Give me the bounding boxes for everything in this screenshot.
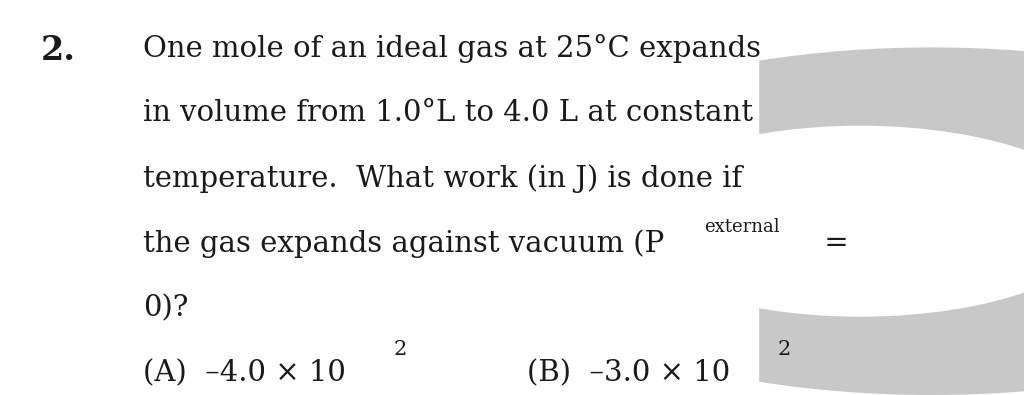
Text: 2: 2 bbox=[777, 340, 791, 359]
Text: 2: 2 bbox=[393, 340, 407, 359]
Circle shape bbox=[481, 47, 1024, 395]
Text: =: = bbox=[815, 229, 849, 257]
Bar bbox=[0, 0, 758, 395]
Text: in volume from 1.0°L to 4.0 L at constant: in volume from 1.0°L to 4.0 L at constan… bbox=[143, 99, 754, 127]
Text: 0)?: 0)? bbox=[143, 294, 188, 322]
Circle shape bbox=[614, 126, 1024, 316]
Text: (B)  –3.0 × 10: (B) –3.0 × 10 bbox=[527, 359, 730, 387]
Text: the gas expands against vacuum (P: the gas expands against vacuum (P bbox=[143, 229, 665, 258]
Text: 2.: 2. bbox=[41, 34, 76, 67]
Text: external: external bbox=[705, 218, 780, 236]
Text: One mole of an ideal gas at 25°C expands: One mole of an ideal gas at 25°C expands bbox=[143, 34, 762, 63]
Text: (A)  –4.0 × 10: (A) –4.0 × 10 bbox=[143, 359, 346, 387]
Text: temperature.  What work (in J) is done if: temperature. What work (in J) is done if bbox=[143, 164, 742, 193]
